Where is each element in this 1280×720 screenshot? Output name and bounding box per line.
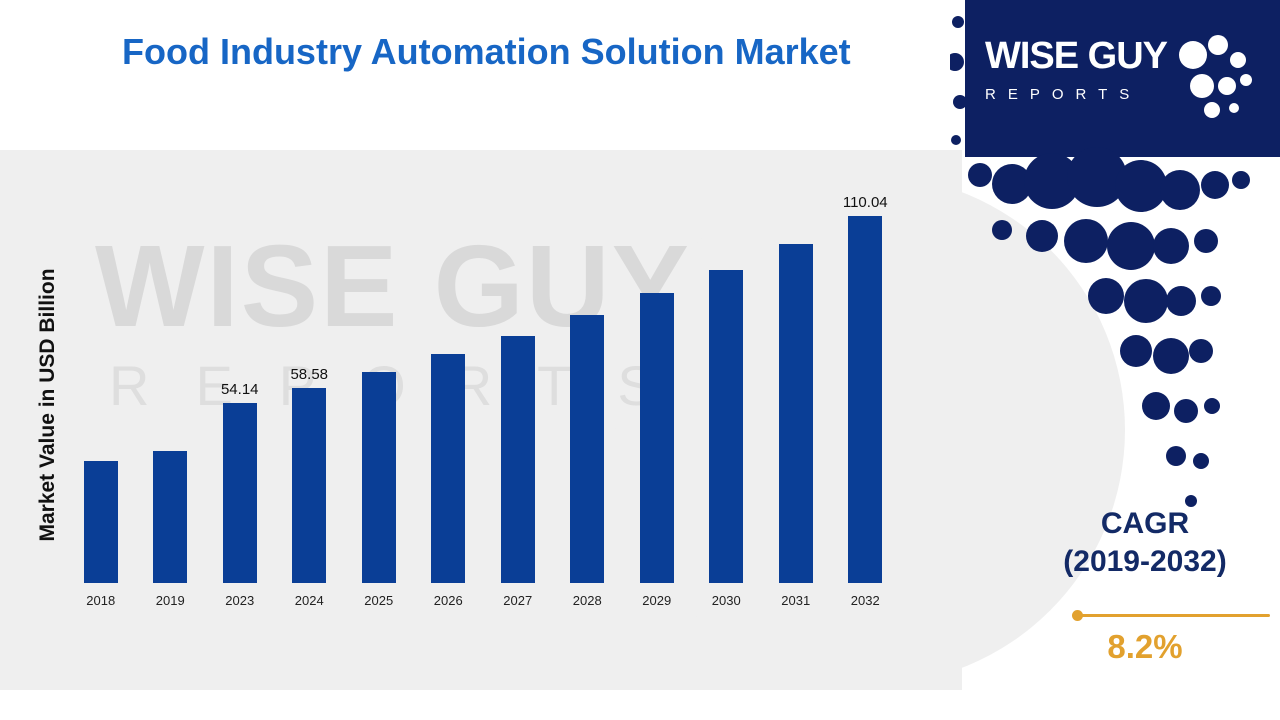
bar-column: 2031: [761, 183, 831, 608]
x-axis-tick-label: 2025: [364, 593, 394, 608]
bar-value-label: 110.04: [842, 194, 888, 211]
logo-block: WISE GUY REPORTS: [985, 35, 1255, 103]
bar-value-label: 54.14: [220, 381, 259, 398]
cagr-label: CAGR: [1100, 507, 1190, 540]
bar-column: 2027: [483, 183, 553, 608]
bar: [292, 388, 327, 583]
bar-column: 2028: [553, 183, 623, 608]
bar-column: 58.58 2024: [275, 183, 345, 608]
bar-column: 2025: [344, 183, 414, 608]
x-axis-tick-label: 2028: [572, 593, 602, 608]
page-title: Food Industry Automation Solution Market: [122, 31, 851, 72]
cagr-block: CAGR (2019-2032): [1020, 505, 1270, 580]
bar: [570, 315, 605, 583]
bar: [639, 293, 674, 583]
dotted-head-decoration: [950, 0, 1280, 507]
x-axis-tick-label: 2030: [711, 593, 741, 608]
bar-column: 2018: [66, 183, 136, 608]
logo-wordmark: WISE GUY: [985, 35, 1168, 77]
bar: [431, 354, 466, 583]
bar-column: 2029: [622, 183, 692, 608]
bar-column: 110.04 2032: [831, 183, 901, 608]
bar-value-label: 58.58: [290, 366, 329, 383]
x-axis-tick-label: 2032: [850, 593, 880, 608]
bar: [361, 372, 396, 583]
cagr-range: (2019-2032): [1063, 544, 1227, 578]
x-axis-tick-label: 2031: [781, 593, 811, 608]
x-axis-tick-label: 2029: [642, 593, 672, 608]
x-axis-tick-label: 2018: [86, 593, 116, 608]
x-axis-tick-label: 2027: [503, 593, 533, 608]
bar: [709, 270, 744, 583]
bar: [848, 216, 883, 583]
x-axis-tick-label: 2026: [433, 593, 463, 608]
bar: [83, 461, 118, 583]
bar: [778, 244, 813, 583]
bar: [222, 403, 257, 583]
logo-head-icon: [1179, 35, 1252, 118]
logo-subtitle: REPORTS: [985, 85, 1142, 103]
cagr-underline-dot: [1072, 610, 1083, 621]
bar-column: 2026: [414, 183, 484, 608]
bar: [500, 336, 535, 583]
bar-column: 2030: [692, 183, 762, 608]
bar-column: 54.14 2023: [205, 183, 275, 608]
cagr-underline: [1080, 614, 1270, 617]
x-axis-tick-label: 2023: [225, 593, 255, 608]
x-axis-tick-label: 2019: [155, 593, 185, 608]
bar: [153, 451, 188, 583]
y-axis-label: Market Value in USD Billion: [36, 268, 59, 542]
cagr-value: 8.2%: [1107, 628, 1183, 665]
x-axis-tick-label: 2024: [294, 593, 324, 608]
bar-column: 2019: [136, 183, 206, 608]
bars-row: 2018 2019 54.14 2023 58.58 2024 2025 2026 2027 20…: [66, 183, 901, 608]
